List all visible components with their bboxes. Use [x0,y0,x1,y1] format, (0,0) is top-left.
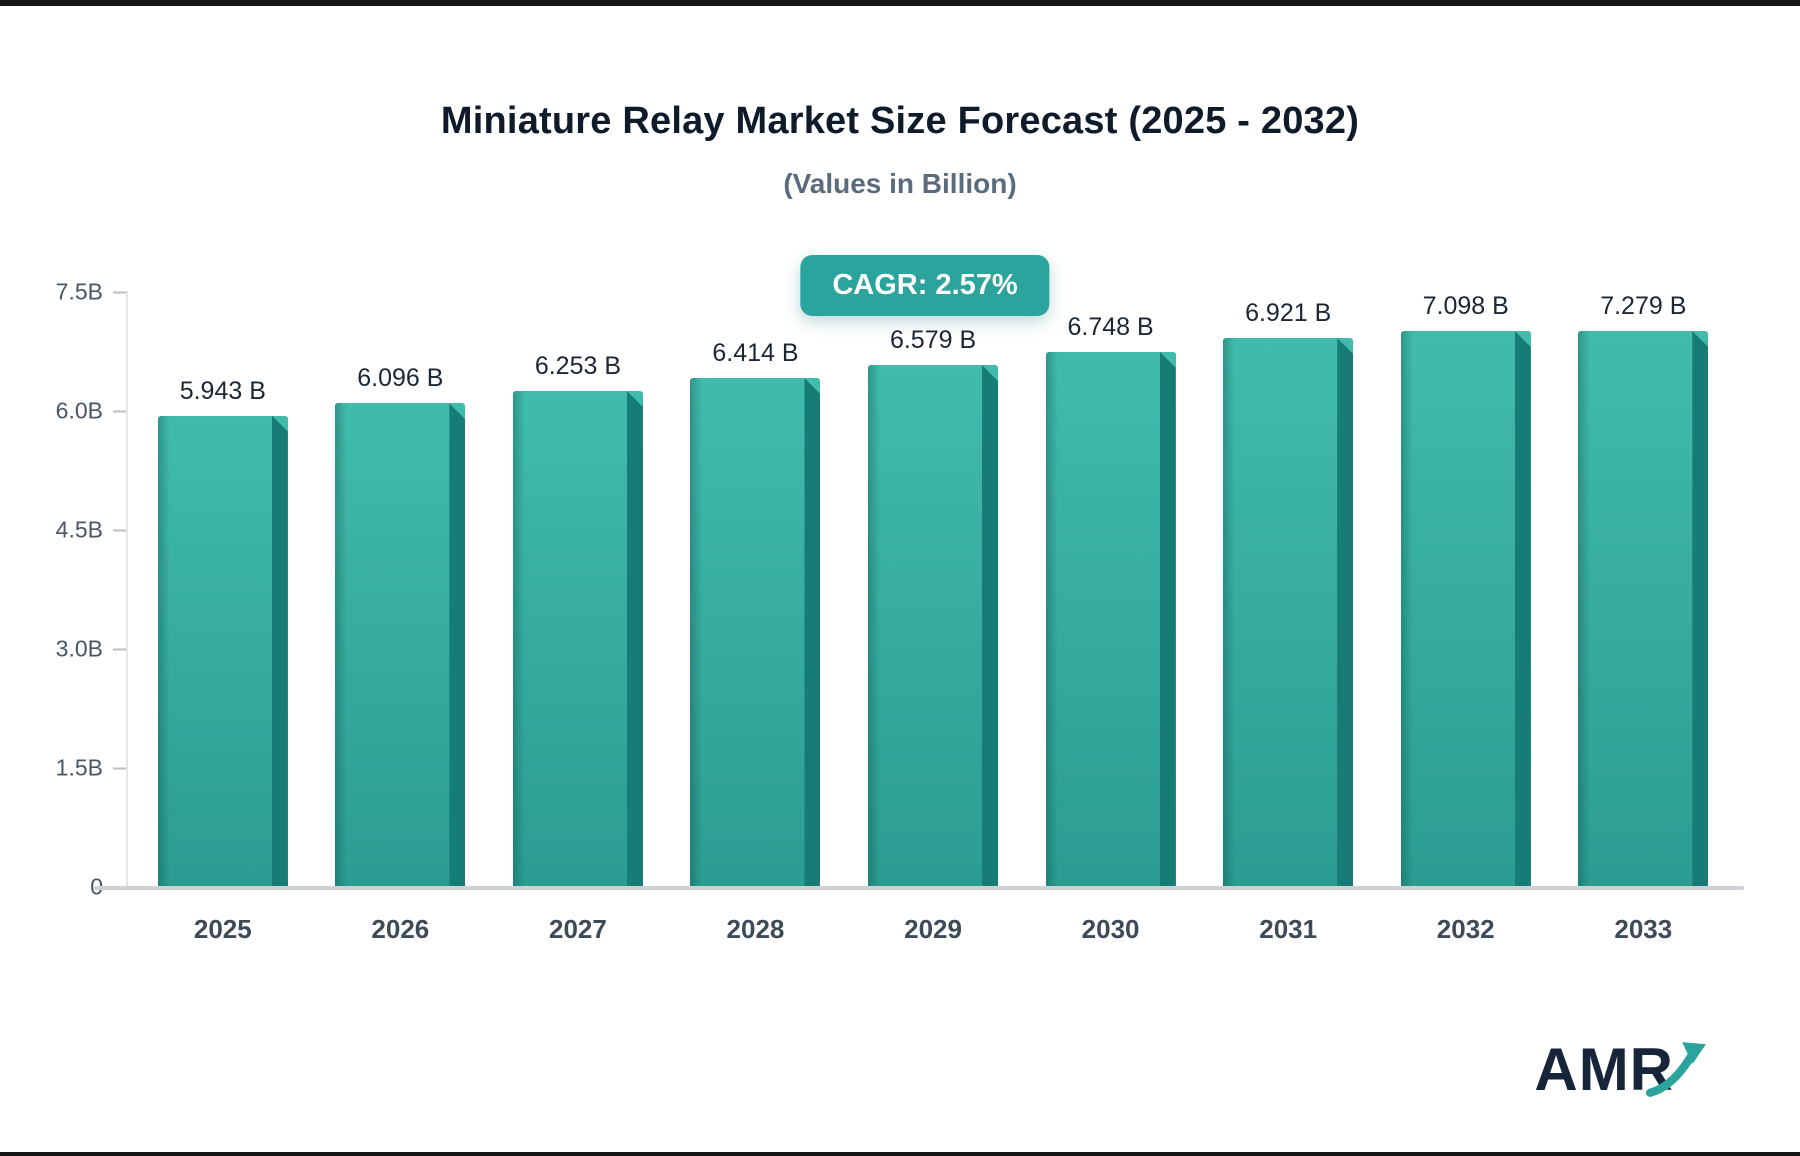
y-tick-mark [113,410,128,412]
bar-group: 6.096 B 2026 [312,292,490,944]
bar-value-label: 6.253 B [534,351,621,380]
y-axis: 01.5B3.0B4.5B6.0B7.5B [28,279,128,900]
bar-value-label: 6.748 B [1067,312,1154,341]
x-axis-label: 2028 [726,914,785,944]
x-axis-label: 2030 [1081,914,1140,944]
y-tick: 4.5B [56,517,128,544]
bar [690,378,821,887]
y-tick-mark [113,529,128,531]
bar-group: 5.943 B 2025 [134,292,312,944]
y-tick: 7.5B [56,279,128,306]
plot-area: 5.943 B 2025 6.096 B 2026 6.253 B 2027 6.414 B… [128,292,1738,944]
bar-group: 6.921 B 2031 [1199,292,1377,944]
bar-group: 6.579 B 2029 [844,292,1022,944]
bar-group: 6.748 B 2030 [1022,292,1200,944]
x-axis-label: 2029 [904,914,962,944]
bar-value-label: 6.414 B [712,339,799,368]
x-axis-label: 2033 [1614,914,1673,944]
bar-group: 7.098 B 2032 [1377,292,1555,944]
bar [868,365,999,887]
bar [1578,331,1709,887]
bar-value-label: 7.098 B [1422,292,1509,320]
y-tick-label: 1.5B [55,754,103,781]
y-tick-label: 3.0B [55,635,103,662]
y-axis-line [126,292,128,887]
y-tick-label: 6.0B [55,397,103,424]
screenshot-top-border [0,0,1800,6]
y-tick: 3.0B [56,636,128,663]
bar [1400,331,1531,887]
bar-group: 6.414 B 2028 [667,292,845,944]
x-axis-baseline [94,886,1744,890]
bar [512,390,643,888]
bar-group: 6.253 B 2027 [489,292,667,944]
bar [1223,337,1354,888]
logo-growth-arrow-icon [1646,1041,1706,1097]
amr-logo: AMR [1534,1035,1710,1104]
bar [1045,351,1176,888]
y-tick-mark [113,767,128,769]
y-tick-mark [113,648,128,650]
x-axis-label: 2027 [548,914,607,944]
x-axis-label: 2025 [193,914,252,944]
y-tick: 1.5B [56,755,128,782]
y-tick-label: 4.5B [55,516,103,543]
bar [335,403,466,887]
chart-title: Miniature Relay Market Size Forecast (20… [440,100,1360,142]
screenshot-bottom-border [0,1152,1800,1156]
bar-value-label: 6.579 B [889,326,977,355]
y-tick-label: 7.5B [55,278,103,305]
y-tick-mark [113,291,128,293]
y-tick: 6.0B [56,398,128,425]
x-axis-label: 2032 [1436,914,1495,944]
bar-value-label: 6.921 B [1245,298,1332,327]
bar-value-label: 7.279 B [1600,292,1687,320]
bar [157,415,288,888]
cagr-badge: CAGR: 2.57% [800,255,1050,316]
x-axis-label: 2026 [371,914,430,944]
bar-group: 7.279 B 2033 [1555,292,1733,944]
chart-subtitle: (Values in Billion) [783,168,1017,199]
bar-value-label: 6.096 B [357,364,444,393]
x-axis-label: 2031 [1259,914,1318,944]
bar-value-label: 5.943 B [179,376,266,405]
